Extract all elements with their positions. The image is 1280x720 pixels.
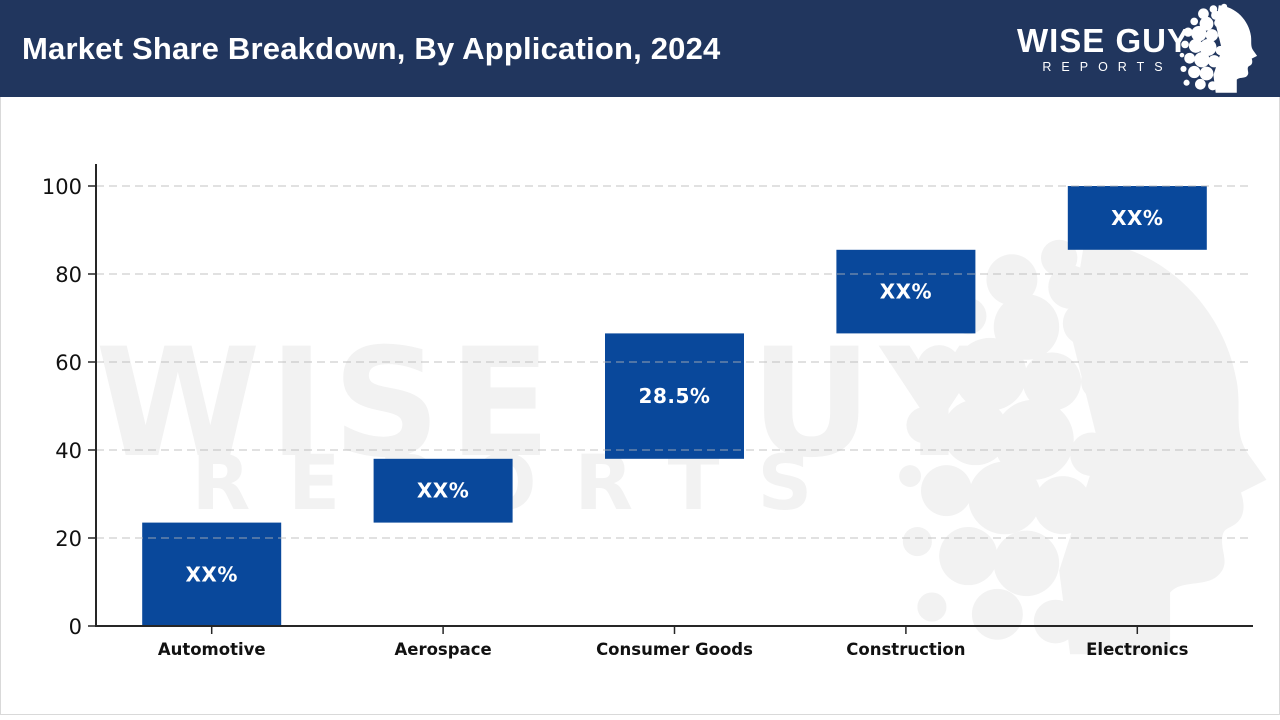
bar-construction <box>836 249 976 334</box>
bar-automotive <box>142 522 282 626</box>
y-tick-label-40: 40 <box>55 439 82 463</box>
wise-guy-reports-logo: WISE GUY REPORTS <box>1017 3 1266 95</box>
watermark-reports: REPORTS <box>192 438 850 527</box>
y-tick-label-60: 60 <box>55 351 82 375</box>
y-tick-label-100: 100 <box>42 175 82 199</box>
watermark-wise-guy: WISE GUY <box>95 317 997 491</box>
bar-electronics <box>1067 186 1207 250</box>
x-tick-label-aerospace: Aerospace <box>395 640 492 659</box>
chart-area: WISE GUY REPORTS XX% XX% 28.5% XX% XX% 0 20 40 60 8… <box>0 97 1280 715</box>
bar-label-aerospace: XX% <box>417 479 469 503</box>
bar-label-construction: XX% <box>880 280 932 304</box>
bar-aerospace <box>373 458 513 523</box>
bar-label-consumer-goods: 28.5% <box>639 384 711 408</box>
header: Market Share Breakdown, By Application, … <box>0 0 1280 97</box>
x-tick-label-automotive: Automotive <box>158 640 266 659</box>
logo-wise-guy-text: WISE GUY <box>1016 21 1190 59</box>
logo-reports-text: REPORTS <box>1042 59 1173 74</box>
head-silhouette-icon <box>1170 3 1266 95</box>
bar-label-automotive: XX% <box>186 562 238 586</box>
x-tick-label-consumer-goods: Consumer Goods <box>596 640 753 659</box>
bar-label-electronics: XX% <box>1111 206 1163 230</box>
bar-consumer-goods <box>605 333 744 459</box>
waterfall-bar-chart: WISE GUYREPORTSXX%XX%28.5%XX%XX%02040608… <box>42 164 1267 659</box>
x-tick-label-construction: Construction <box>846 640 965 659</box>
logo-wordmark: WISE GUY REPORTS <box>1017 24 1190 74</box>
y-tick-label-20: 20 <box>55 527 82 551</box>
y-tick-label-0: 0 <box>69 615 82 639</box>
y-tick-label-80: 80 <box>55 263 82 287</box>
x-tick-label-electronics: Electronics <box>1086 640 1188 659</box>
page-title: Market Share Breakdown, By Application, … <box>22 30 721 66</box>
